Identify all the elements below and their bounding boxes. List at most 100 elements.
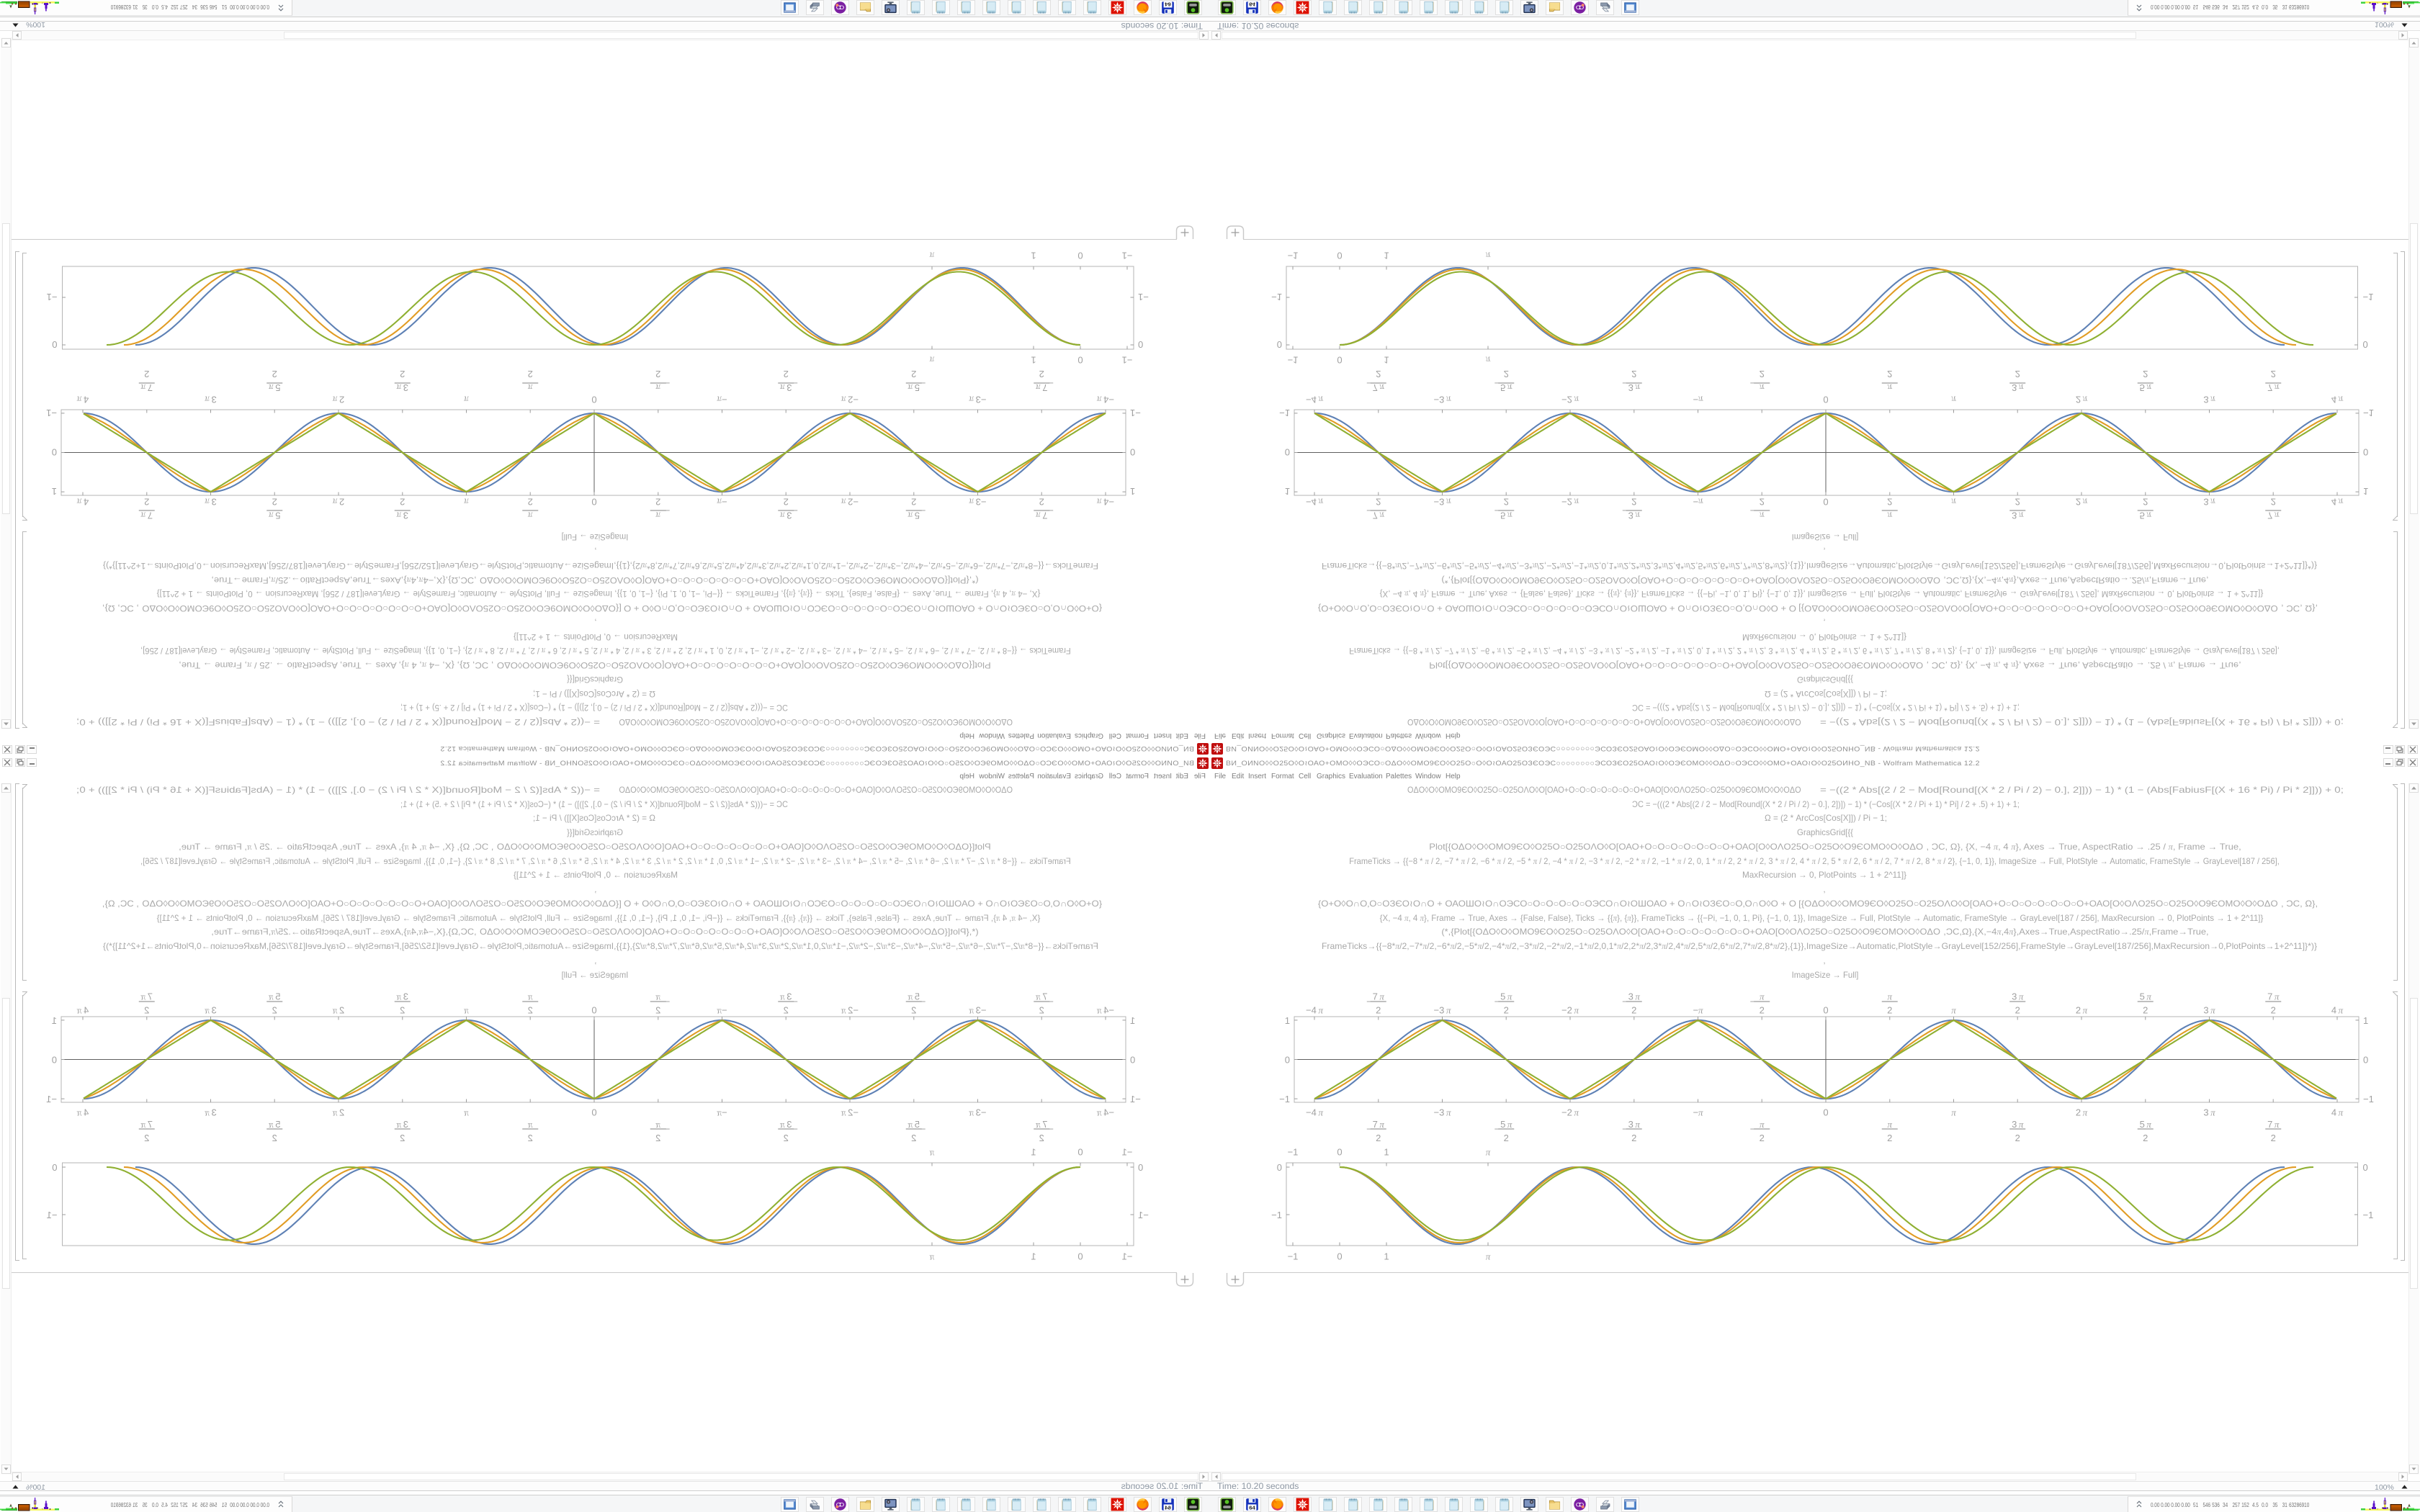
svg-text:−: − [1048,996,1054,1007]
svg-text:−2 π: −2 π [841,395,859,405]
svg-text:5 π: 5 π [1500,1119,1512,1130]
svg-text:2: 2 [144,497,149,508]
svg-text:−3 π: −3 π [1434,395,1451,405]
svg-text:−: − [665,505,671,516]
svg-text:−4 π: −4 π [1097,497,1114,508]
svg-text:2 π: 2 π [2076,497,2088,508]
svg-text:−: − [1622,1124,1628,1135]
svg-text:2: 2 [1376,1133,1381,1143]
svg-text:0: 0 [1077,1251,1083,1262]
svg-text:−: − [920,378,926,389]
svg-text:2: 2 [2015,369,2020,379]
svg-text:π: π [929,251,934,261]
svg-text:2: 2 [784,497,789,508]
svg-text:2: 2 [528,1133,533,1143]
svg-text:−: − [1622,505,1628,516]
svg-text:2: 2 [400,497,405,508]
svg-text:5 π: 5 π [269,382,281,393]
svg-text:2: 2 [1887,1005,1892,1016]
svg-text:7 π: 7 π [1373,1119,1385,1130]
svg-text:7 π: 7 π [1373,382,1385,393]
svg-text:2: 2 [1039,1005,1044,1016]
svg-text:−π: −π [717,1107,727,1118]
svg-text:−1: −1 [1288,355,1299,366]
svg-text:−π: −π [1693,1005,1703,1016]
svg-text:π: π [1486,1251,1491,1262]
svg-text:1: 1 [1384,251,1389,261]
svg-text:2: 2 [2015,497,2020,508]
svg-text:−3 π: −3 π [969,497,986,508]
svg-text:−1: −1 [46,408,57,418]
svg-text:2: 2 [911,369,916,379]
svg-text:2: 2 [655,369,660,379]
svg-text:π: π [655,510,660,521]
svg-text:1: 1 [2363,486,2368,497]
svg-text:−4 π: −4 π [1306,497,1323,508]
svg-text:3 π: 3 π [396,991,408,1002]
svg-text:π: π [528,991,533,1002]
svg-text:0: 0 [1077,1147,1083,1158]
svg-text:0: 0 [1077,251,1083,261]
svg-text:π: π [1486,355,1491,366]
svg-text:7 π: 7 π [1036,1119,1048,1130]
svg-text:π: π [655,382,660,393]
svg-text:0: 0 [1823,1107,1828,1118]
svg-text:−3 π: −3 π [969,1005,986,1016]
svg-text:4 π: 4 π [2331,497,2344,508]
svg-text:4 π: 4 π [76,1107,89,1118]
svg-text:3 π: 3 π [396,1119,408,1130]
svg-text:2: 2 [2015,1005,2020,1016]
svg-text:5 π: 5 π [908,991,920,1002]
svg-text:2 π: 2 π [332,1005,344,1016]
svg-text:−: − [1622,378,1628,389]
svg-text:−π: −π [1693,395,1703,405]
svg-text:−4 π: −4 π [1306,1107,1323,1118]
svg-text:3 π: 3 π [396,382,408,393]
svg-text:4 π: 4 π [2331,1005,2344,1016]
svg-text:−π: −π [717,395,727,405]
svg-text:64: 64 [1165,1505,1171,1511]
svg-text:2: 2 [1504,369,1509,379]
svg-text:π: π [929,355,934,366]
svg-text:2: 2 [528,497,533,508]
svg-text:7 π: 7 π [140,1119,153,1130]
svg-text:64: 64 [1165,1,1171,7]
svg-text:2: 2 [1039,369,1044,379]
svg-text:2: 2 [911,1133,916,1143]
svg-text:−: − [1048,378,1054,389]
svg-text:−4 π: −4 π [1306,1005,1323,1016]
svg-text:3 π: 3 π [1628,991,1641,1002]
svg-text:5 π: 5 π [2140,1119,2152,1130]
svg-text:5 π: 5 π [908,510,920,521]
svg-text:−1: −1 [1288,251,1299,261]
svg-text:0: 0 [1285,1055,1290,1066]
svg-text:7 π: 7 π [2267,1119,2280,1130]
svg-text:π: π [1951,1107,1956,1118]
svg-text:4 π: 4 π [76,1005,89,1016]
svg-text:2: 2 [1631,1005,1636,1016]
svg-text:−1: −1 [1271,292,1282,302]
svg-text:1: 1 [1384,1251,1389,1262]
svg-text:2: 2 [2271,497,2276,508]
svg-text:−: − [1622,996,1628,1007]
svg-text:2: 2 [144,1133,149,1143]
svg-text:−: − [792,505,798,516]
svg-text:5 π: 5 π [269,510,281,521]
svg-text:2: 2 [1039,1133,1044,1143]
svg-text:1: 1 [2363,1015,2368,1026]
svg-text:π: π [1951,497,1956,508]
svg-text:−: − [1750,1124,1756,1135]
svg-text:1: 1 [1285,486,1290,497]
svg-text:7 π: 7 π [1373,991,1385,1002]
svg-text:π: π [655,991,660,1002]
svg-text:2: 2 [784,369,789,379]
svg-text:−: − [1366,996,1372,1007]
svg-text:2: 2 [528,1005,533,1016]
svg-text:−2 π: −2 π [841,1005,859,1016]
svg-text:2: 2 [655,497,660,508]
svg-text:−3 π: −3 π [969,1107,986,1118]
svg-text:−4 π: −4 π [1306,395,1323,405]
svg-text:π: π [464,1107,469,1118]
svg-text:0: 0 [1337,1251,1342,1262]
svg-text:−: − [1366,1124,1372,1135]
